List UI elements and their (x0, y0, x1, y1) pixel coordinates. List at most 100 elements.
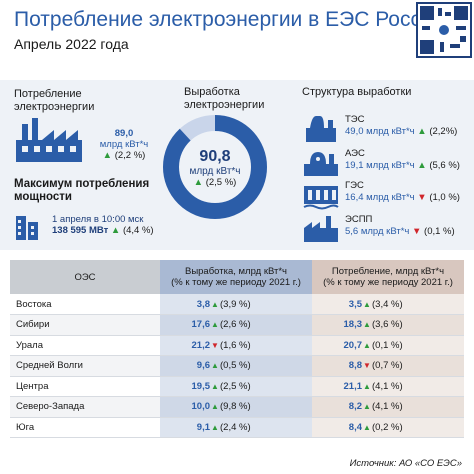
peak-change: (4,4 %) (122, 225, 154, 236)
table-row: Центра 19,5▲(2,5 %) 21,1▲(4,1 %) (10, 376, 464, 397)
gen-value: 17,6 (191, 319, 211, 331)
consumption-label: Потребление электроэнергии (14, 88, 95, 113)
cons-value: 8,2 (348, 401, 362, 413)
generation-value: 90,8 (199, 148, 231, 165)
peak-label: Максимум потребления мощности (14, 178, 150, 203)
oes-table: ОЭС Выработка, млрд кВт*ч (% к тому же п… (10, 260, 464, 438)
gen-value: 9,1 (196, 421, 210, 433)
col-header-oes: ОЭС (10, 260, 160, 294)
gen-value: 3,8 (196, 298, 210, 310)
row-generation: 3,8▲(3,9 %) (160, 294, 312, 315)
peak-date: 1 апреля в 10:00 мск (52, 214, 144, 225)
page-title: Потребление электроэнергии в ЕЭС России (14, 8, 445, 31)
cons-change: (0,1 %) (372, 339, 403, 351)
row-consumption: 20,7▲(0,1 %) (312, 335, 464, 356)
table-row: Урала 21,2▼(1,6 %) 20,7▲(0,1 %) (10, 335, 464, 356)
row-generation: 10,0▲(9,8 %) (160, 396, 312, 418)
gen-change: (9,8 %) (220, 401, 251, 413)
row-oes-name: Центра (10, 376, 160, 397)
cons-value: 8,4 (348, 421, 362, 433)
gen-change: (3,9 %) (220, 298, 251, 310)
up-triangle-icon: ▲ (211, 402, 219, 412)
up-triangle-icon: ▲ (363, 402, 371, 412)
up-triangle-icon: ▲ (193, 177, 204, 188)
cons-change: (3,6 %) (372, 319, 403, 331)
consumption-change: (2,2 %) (114, 150, 146, 161)
row-oes-name: Сибири (10, 314, 160, 336)
row-oes-name: Юга (10, 417, 160, 438)
cons-change: (0,2 %) (372, 421, 403, 433)
down-triangle-icon: ▼ (211, 340, 219, 350)
page-subtitle: Апрель 2022 года (14, 36, 129, 52)
col-header-consumption: Потребление, млрд кВт*ч (% к тому же пер… (312, 260, 464, 294)
up-triangle-icon: ▲ (363, 299, 371, 309)
row-generation: 21,2▼(1,6 %) (160, 335, 312, 356)
cons-change: (3,4 %) (372, 298, 403, 310)
row-consumption: 21,1▲(4,1 %) (312, 376, 464, 397)
gen-value: 10,0 (191, 401, 211, 413)
row-consumption: 3,5▲(3,4 %) (312, 294, 464, 315)
gen-value: 21,2 (191, 339, 211, 351)
table-row: Средней Волги 9,6▲(0,5 %) 8,8▼(0,7 %) (10, 355, 464, 377)
generation-unit: млрд кВт*ч (189, 166, 241, 177)
summary-panel (0, 80, 474, 250)
cons-value: 3,5 (348, 298, 362, 310)
up-triangle-icon: ▲ (110, 225, 121, 236)
gen-change: (2,4 %) (220, 421, 251, 433)
generation-donut: 90,8 млрд кВт*ч ▲ (2,5 %) (160, 112, 270, 222)
up-triangle-icon: ▲ (211, 381, 219, 391)
row-generation: 17,6▲(2,6 %) (160, 314, 312, 336)
thermal-plant-icon (306, 116, 336, 142)
gen-value: 9,6 (196, 360, 210, 372)
up-triangle-icon: ▲ (211, 320, 219, 330)
down-triangle-icon: ▼ (363, 361, 371, 371)
qr-code-icon[interactable] (416, 2, 472, 58)
row-generation: 9,6▲(0,5 %) (160, 355, 312, 377)
row-oes-name: Северо-Запада (10, 396, 160, 418)
cons-change: (4,1 %) (372, 401, 403, 413)
structure-item-ges: ГЭС 16,4 млрд кВт*ч ▼ (1,0 %) (300, 180, 470, 214)
structure-title: Структура выработки (302, 86, 412, 98)
cons-value: 18,3 (343, 319, 363, 331)
structure-item-espp: ЭСПП 5,6 млрд кВт*ч ▼ (0,1 %) (300, 214, 470, 248)
structure-item-tes: ТЭС 49,0 млрд кВт*ч ▲ (2,2%) (300, 114, 470, 148)
table-row: Сибири 17,6▲(2,6 %) 18,3▲(3,6 %) (10, 314, 464, 336)
table-row: Юга 9,1▲(2,4 %) 8,4▲(0,2 %) (10, 417, 464, 438)
cons-value: 20,7 (343, 339, 363, 351)
gen-change: (2,5 %) (220, 380, 251, 392)
up-triangle-icon: ▲ (211, 422, 219, 432)
row-consumption: 8,4▲(0,2 %) (312, 417, 464, 438)
gen-change: (1,6 %) (220, 339, 251, 351)
table-row: Северо-Запада 10,0▲(9,8 %) 8,2▲(4,1 %) (10, 396, 464, 418)
structure-item-aes: АЭС 19,1 млрд кВт*ч ▲ (5,6 %) (300, 148, 470, 182)
cons-change: (4,1 %) (372, 380, 403, 392)
row-generation: 19,5▲(2,5 %) (160, 376, 312, 397)
header: Потребление электроэнергии в ЕЭС России … (0, 0, 474, 80)
row-generation: 9,1▲(2,4 %) (160, 417, 312, 438)
consumption-value-block: 89,0 млрд кВт*ч ▲ (2,2 %) (94, 128, 154, 161)
gen-value: 19,5 (191, 380, 211, 392)
hydro-plant-icon (303, 186, 339, 210)
up-triangle-icon: ▲ (363, 340, 371, 350)
gen-change: (0,5 %) (220, 360, 251, 372)
table-row: Востока 3,8▲(3,9 %) 3,5▲(3,4 %) (10, 294, 464, 315)
row-consumption: 8,8▼(0,7 %) (312, 355, 464, 377)
col-header-generation: Выработка, млрд кВт*ч (% к тому же перио… (160, 260, 312, 294)
source-note: Источник: АО «СО ЕЭС» (349, 458, 462, 469)
donut-chart (163, 115, 267, 219)
generation-label: Выработка электроэнергии (184, 86, 265, 111)
row-oes-name: Востока (10, 294, 160, 315)
generation-change: (2,5 %) (205, 177, 237, 188)
up-triangle-icon: ▲ (363, 381, 371, 391)
consumption-value: 89,0 (114, 128, 134, 139)
peak-value-block: 1 апреля в 10:00 мск 138 595 МВт ▲ (4,4 … (52, 214, 154, 236)
up-triangle-icon: ▲ (102, 150, 113, 161)
row-consumption: 18,3▲(3,6 %) (312, 314, 464, 336)
up-triangle-icon: ▲ (211, 299, 219, 309)
consumption-unit: млрд кВт*ч (99, 139, 149, 150)
row-oes-name: Урала (10, 335, 160, 356)
cons-value: 21,1 (343, 380, 363, 392)
up-triangle-icon: ▲ (363, 320, 371, 330)
row-consumption: 8,2▲(4,1 %) (312, 396, 464, 418)
building-icon (16, 216, 38, 240)
